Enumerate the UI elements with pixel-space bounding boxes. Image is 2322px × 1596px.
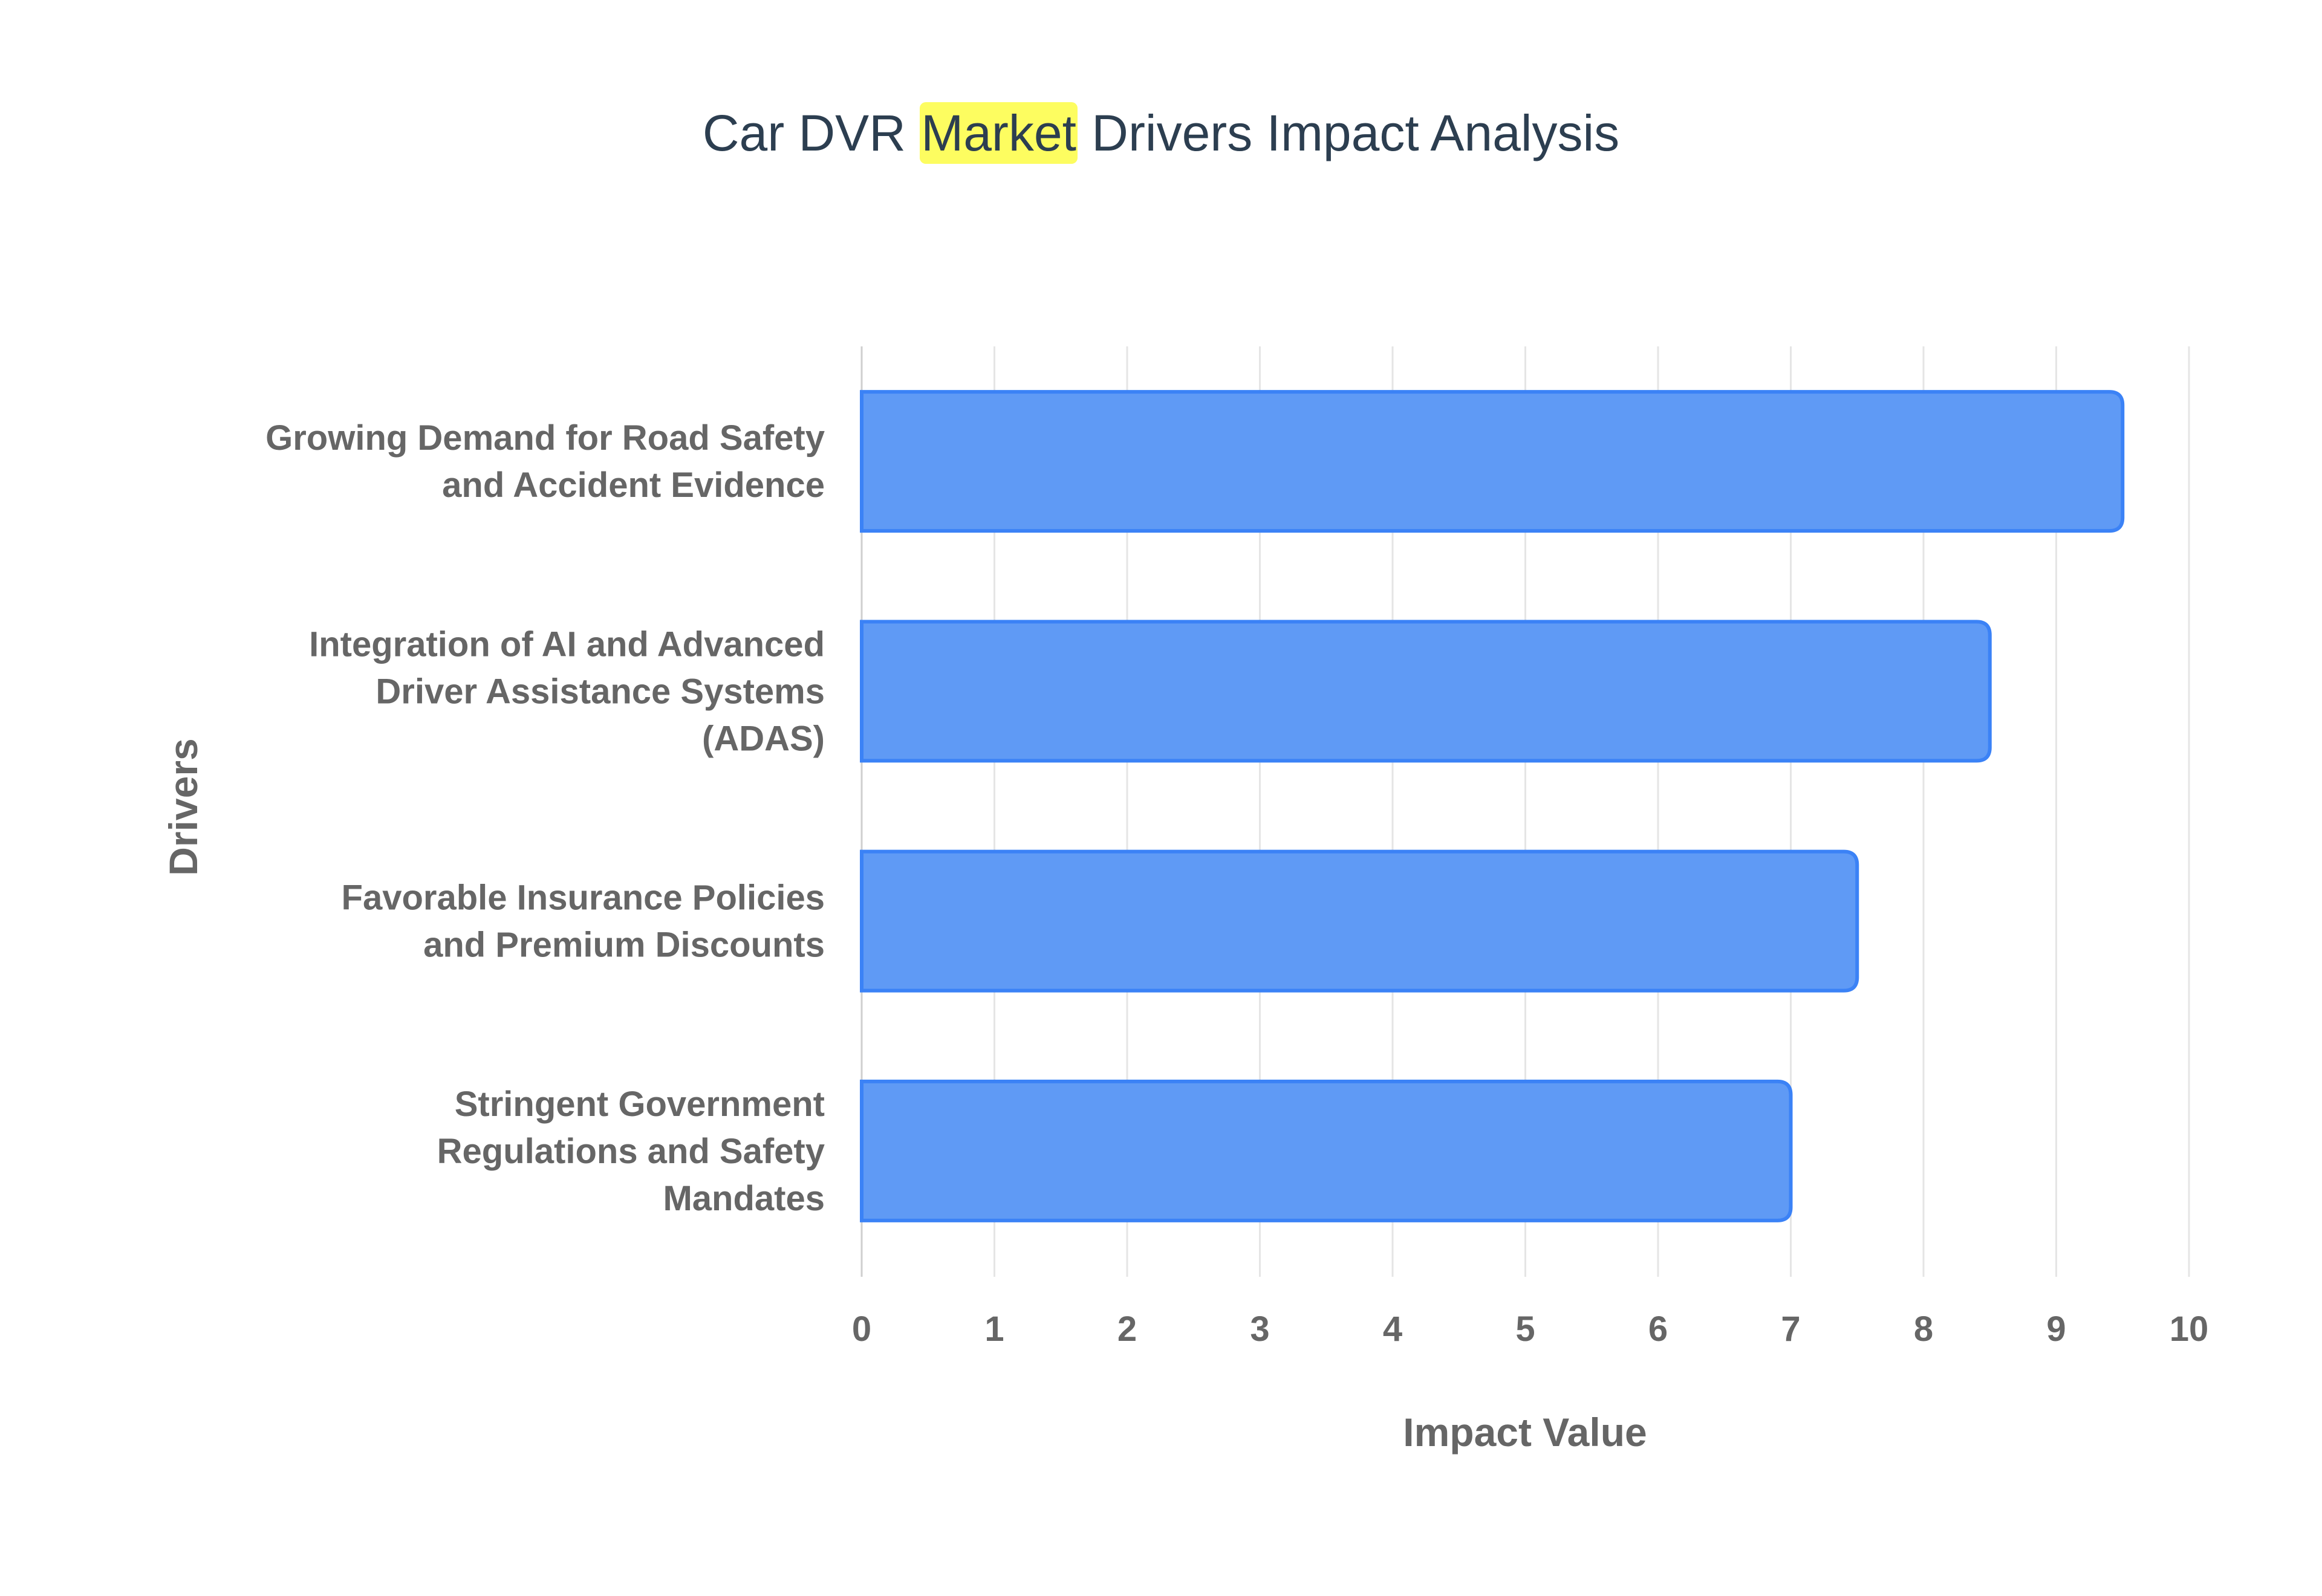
x-tick-label: 6 — [1648, 1309, 1668, 1349]
bar — [860, 1079, 1793, 1222]
y-category-labels: Growing Demand for Road Safety and Accide… — [265, 418, 825, 1218]
bar — [860, 620, 1992, 763]
chart-title: Car DVR Market Drivers Impact Analysis — [0, 102, 2322, 164]
category-label: Integration of AI and Advanced Driver Ass… — [309, 624, 825, 758]
x-tick-label: 8 — [1914, 1309, 1933, 1349]
x-tick-label: 3 — [1250, 1309, 1269, 1349]
x-tick-label: 2 — [1117, 1309, 1137, 1349]
x-tick-label: 4 — [1383, 1309, 1402, 1349]
x-tick-labels: 0 1 2 3 4 5 6 7 8 9 10 — [852, 1309, 2208, 1349]
x-axis-title: Impact Value — [1403, 1410, 1647, 1455]
category-label: Favorable Insurance Policies and Premium … — [342, 878, 825, 965]
bar — [860, 390, 2125, 533]
category-label: Growing Demand for Road Safety and Accide… — [265, 418, 825, 505]
x-tick-label: 7 — [1781, 1309, 1800, 1349]
x-tick-label: 1 — [984, 1309, 1004, 1349]
bars — [860, 390, 2125, 1222]
category-label: Stringent Government Regulations and Safe… — [437, 1085, 825, 1218]
x-tick-label: 5 — [1515, 1309, 1535, 1349]
x-tick-label: 0 — [852, 1309, 871, 1349]
x-tick-label: 10 — [2170, 1309, 2209, 1349]
title-text: Drivers Impact Analysis — [1077, 105, 1620, 161]
title-text: Car DVR — [702, 105, 920, 161]
title-highlight: Market — [920, 102, 1078, 164]
bar — [860, 849, 1859, 993]
y-axis-title: Drivers — [161, 738, 206, 876]
x-tick-label: 9 — [2046, 1309, 2066, 1349]
